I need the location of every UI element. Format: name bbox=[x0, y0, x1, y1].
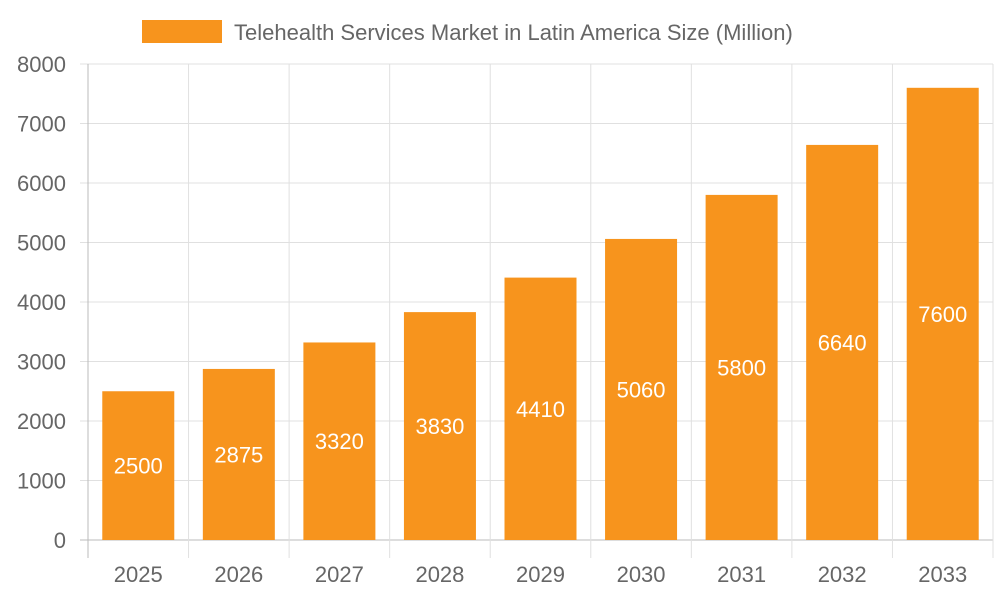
x-tick-label: 2025 bbox=[114, 562, 163, 587]
legend-label: Telehealth Services Market in Latin Amer… bbox=[234, 20, 793, 45]
x-tick-label: 2030 bbox=[617, 562, 666, 587]
y-tick-label: 4000 bbox=[17, 290, 66, 315]
x-tick-label: 2027 bbox=[315, 562, 364, 587]
y-tick-label: 0 bbox=[54, 528, 66, 553]
x-tick-label: 2032 bbox=[818, 562, 867, 587]
data-label: 7600 bbox=[918, 302, 967, 327]
bar bbox=[202, 368, 275, 540]
y-tick-label: 1000 bbox=[17, 469, 66, 494]
bar bbox=[705, 194, 778, 540]
x-tick-label: 2026 bbox=[214, 562, 263, 587]
data-label: 6640 bbox=[818, 330, 867, 355]
y-tick-label: 2000 bbox=[17, 409, 66, 434]
bar bbox=[605, 238, 678, 540]
x-tick-label: 2031 bbox=[717, 562, 766, 587]
legend-swatch bbox=[142, 20, 222, 43]
data-label: 5060 bbox=[617, 377, 666, 402]
bar bbox=[303, 342, 376, 540]
x-tick-label: 2028 bbox=[415, 562, 464, 587]
bar bbox=[806, 144, 879, 541]
y-tick-label: 6000 bbox=[17, 171, 66, 196]
bar bbox=[102, 391, 175, 540]
x-tick-label: 2029 bbox=[516, 562, 565, 587]
y-tick-label: 5000 bbox=[17, 231, 66, 256]
y-tick-label: 3000 bbox=[17, 350, 66, 375]
data-label: 2875 bbox=[214, 442, 263, 467]
x-tick-label: 2033 bbox=[918, 562, 967, 587]
y-tick-label: 7000 bbox=[17, 112, 66, 137]
data-label: 4410 bbox=[516, 397, 565, 422]
y-tick-label: 8000 bbox=[17, 52, 66, 77]
data-label: 2500 bbox=[114, 454, 163, 479]
legend: Telehealth Services Market in Latin Amer… bbox=[142, 20, 793, 45]
data-label: 3320 bbox=[315, 429, 364, 454]
bar bbox=[403, 312, 476, 540]
data-label: 5800 bbox=[717, 355, 766, 380]
data-label: 3830 bbox=[415, 414, 464, 439]
bar bbox=[906, 87, 979, 541]
bar bbox=[504, 277, 577, 540]
